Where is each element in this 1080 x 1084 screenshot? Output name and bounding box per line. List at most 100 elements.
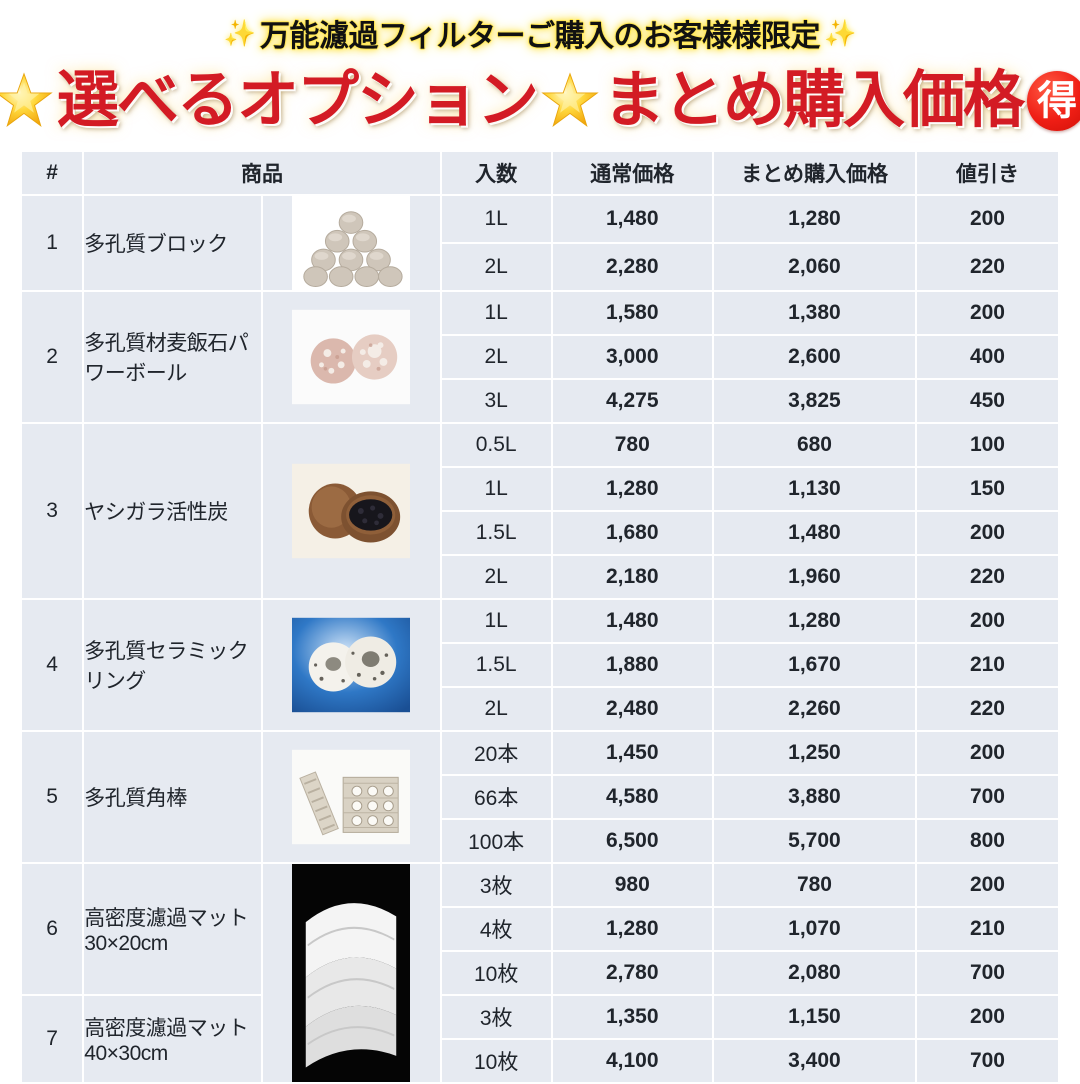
bulk-price-cell: 2,080 bbox=[711, 950, 917, 997]
discount-cell: 200 bbox=[914, 193, 1061, 245]
quantity-cell: 10枚 bbox=[439, 1038, 553, 1084]
discount-cell: 400 bbox=[914, 334, 1061, 381]
quantity-cell: 1L bbox=[439, 598, 553, 645]
normal-price-cell: 1,580 bbox=[550, 290, 714, 337]
quantity-cell: 2L bbox=[439, 242, 553, 293]
normal-price-cell: 1,350 bbox=[550, 994, 714, 1041]
star-icon-left bbox=[0, 70, 55, 132]
sparkles-icon-left: ✨ bbox=[223, 18, 257, 48]
product-index: 3 bbox=[19, 422, 85, 601]
normal-price-cell: 1,680 bbox=[550, 510, 714, 557]
quantity-cell: 3枚 bbox=[439, 862, 553, 909]
bulk-price-cell: 1,670 bbox=[711, 642, 917, 689]
title-row: 選べるオプション まとめ購入価格 得 bbox=[0, 58, 1080, 144]
product-name: 高密度濾過マット40×30cm bbox=[82, 994, 264, 1084]
table-row: 3 ヤシガラ活性炭 0.5L 780 680 100 bbox=[19, 422, 1061, 601]
table-row: 2 多孔質材麦飯石パワーボール 1L 1,580 1,380 200 bbox=[19, 290, 1061, 425]
normal-price-cell: 980 bbox=[550, 862, 714, 909]
product-index: 4 bbox=[19, 598, 85, 733]
quantity-cell: 2L bbox=[439, 334, 553, 381]
normal-price-cell: 4,580 bbox=[550, 774, 714, 821]
power-ball-photo bbox=[292, 292, 411, 422]
subtitle-row: ✨ 万能濾過フィルターご購入のお客様様限定 ✨ bbox=[0, 10, 1080, 56]
table-row: 10枚 2,780 2,080 700 bbox=[21, 950, 1061, 997]
quantity-cell: 1L bbox=[439, 466, 553, 513]
product-image-power-ball-photo bbox=[261, 290, 442, 425]
discount-cell: 210 bbox=[914, 642, 1061, 689]
product-name: 多孔質材麦飯石パワーボール bbox=[82, 290, 264, 425]
discount-cell: 210 bbox=[914, 906, 1061, 953]
normal-price-cell: 1,280 bbox=[550, 466, 714, 513]
header-product: 商品 bbox=[82, 150, 442, 196]
bulk-price-cell: 1,480 bbox=[711, 510, 917, 557]
bulk-price-cell: 2,060 bbox=[711, 242, 917, 293]
bulk-price-cell: 3,880 bbox=[711, 774, 917, 821]
discount-cell: 800 bbox=[914, 818, 1061, 865]
discount-cell: 700 bbox=[914, 774, 1061, 821]
porous-block-photo bbox=[292, 196, 411, 291]
filter-mat-photo bbox=[292, 864, 411, 1083]
discount-cell: 700 bbox=[914, 1038, 1061, 1084]
header: ✨ 万能濾過フィルターご購入のお客様様限定 ✨ bbox=[0, 0, 1080, 144]
bulk-price-cell: 1,380 bbox=[711, 290, 917, 337]
bulk-price-cell: 3,400 bbox=[711, 1038, 917, 1084]
quantity-cell: 20本 bbox=[439, 730, 553, 777]
normal-price-cell: 3,000 bbox=[550, 334, 714, 381]
discount-cell: 220 bbox=[914, 554, 1061, 601]
table-row: 100本 6,500 5,700 800 bbox=[21, 818, 1061, 865]
bulk-price-cell: 1,960 bbox=[711, 554, 917, 601]
bulk-price-cell: 5,700 bbox=[711, 818, 917, 865]
table-row: 6 高密度濾過マット30×20cm 3枚 980 780 200 bbox=[19, 862, 1061, 1084]
discount-cell: 450 bbox=[914, 378, 1061, 425]
discount-cell: 100 bbox=[914, 422, 1061, 469]
table-row: 2L 2,180 1,960 220 bbox=[21, 554, 1061, 601]
bulk-price-cell: 1,280 bbox=[711, 193, 917, 245]
product-name: 多孔質ブロック bbox=[82, 193, 264, 293]
bulk-price-cell: 1,130 bbox=[711, 466, 917, 513]
quantity-cell: 1L bbox=[439, 290, 553, 337]
discount-cell: 200 bbox=[914, 510, 1061, 557]
quantity-cell: 10枚 bbox=[439, 950, 553, 997]
quantity-cell: 4枚 bbox=[439, 906, 553, 953]
quantity-cell: 3枚 bbox=[439, 994, 553, 1041]
discount-cell: 220 bbox=[914, 686, 1061, 733]
product-image-porous-bar-photo bbox=[261, 730, 442, 865]
product-image-filter-mat-photo bbox=[261, 862, 442, 1084]
normal-price-cell: 1,480 bbox=[550, 598, 714, 645]
discount-cell: 200 bbox=[914, 862, 1061, 909]
table-header-row: # 商品 入数 通常価格 まとめ購入価格 値引き bbox=[19, 150, 1061, 196]
quantity-cell: 3L bbox=[439, 378, 553, 425]
header-discount: 値引き bbox=[914, 150, 1061, 196]
normal-price-cell: 2,780 bbox=[550, 950, 714, 997]
normal-price-cell: 4,275 bbox=[550, 378, 714, 425]
product-image-porous-block-photo bbox=[261, 193, 442, 293]
normal-price-cell: 1,480 bbox=[550, 193, 714, 245]
price-table: # 商品 入数 通常価格 まとめ購入価格 値引き 1 多孔質ブロック bbox=[19, 150, 1061, 1084]
normal-price-cell: 2,180 bbox=[550, 554, 714, 601]
product-index: 7 bbox=[19, 994, 85, 1084]
bulk-price-cell: 1,150 bbox=[711, 994, 917, 1041]
product-index: 5 bbox=[19, 730, 85, 865]
table-head: # 商品 入数 通常価格 まとめ購入価格 値引き bbox=[19, 150, 1061, 196]
discount-cell: 220 bbox=[914, 242, 1061, 293]
bulk-price-cell: 680 bbox=[711, 422, 917, 469]
quantity-cell: 66本 bbox=[439, 774, 553, 821]
product-name: 高密度濾過マット30×20cm bbox=[82, 862, 264, 997]
table-row: 1.5L 1,880 1,670 210 bbox=[21, 642, 1061, 689]
quantity-cell: 1.5L bbox=[439, 510, 553, 557]
discount-cell: 200 bbox=[914, 598, 1061, 645]
quantity-cell: 1L bbox=[439, 193, 553, 245]
header-index: # bbox=[19, 150, 85, 196]
bulk-price-cell: 780 bbox=[711, 862, 917, 909]
quantity-cell: 0.5L bbox=[439, 422, 553, 469]
title-bulk-price: まとめ購入価格 bbox=[602, 66, 1026, 135]
normal-price-cell: 2,280 bbox=[550, 242, 714, 293]
table-row: 2L 3,000 2,600 400 bbox=[21, 334, 1061, 381]
table-row: 10枚 4,100 3,400 700 bbox=[21, 1038, 1061, 1084]
star-icon-middle bbox=[539, 70, 601, 132]
table-row: 5 多孔質角棒 20本 1,450 1,250 200 bbox=[19, 730, 1061, 865]
normal-price-cell: 780 bbox=[550, 422, 714, 469]
quantity-cell: 2L bbox=[439, 686, 553, 733]
discount-cell: 150 bbox=[914, 466, 1061, 513]
price-table-wrapper: # 商品 入数 通常価格 まとめ購入価格 値引き 1 多孔質ブロック bbox=[19, 150, 1061, 1084]
